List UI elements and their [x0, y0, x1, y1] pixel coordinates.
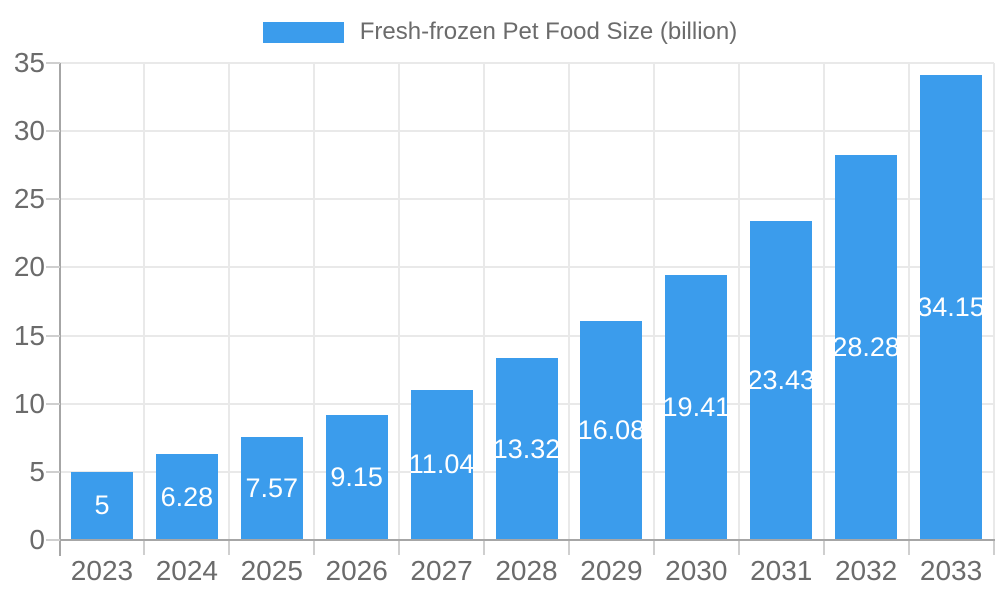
x-axis-line — [58, 539, 995, 541]
x-axis-tick — [737, 541, 740, 555]
x-gridline — [228, 63, 231, 540]
y-axis-label-30: 30 — [13, 115, 45, 147]
y-axis-label-20: 20 — [13, 251, 45, 283]
bar-value-label: 28.28 — [832, 331, 900, 362]
x-axis-tick — [313, 541, 316, 555]
y-axis-label-10: 10 — [13, 387, 45, 419]
x-axis-label-2024: 2024 — [155, 555, 218, 586]
bar-value-label: 23.43 — [747, 364, 816, 395]
x-axis-label-2031: 2031 — [750, 555, 813, 586]
y-gridline — [59, 198, 994, 201]
y-gridline — [59, 266, 994, 269]
bar-2027[interactable] — [410, 389, 473, 540]
y-axis-tick — [46, 266, 60, 269]
bar-value-label: 5 — [94, 490, 110, 521]
bar-value-label: 13.32 — [492, 433, 561, 464]
y-axis-label-35: 35 — [13, 47, 45, 78]
x-axis-label-2033: 2033 — [919, 555, 983, 586]
y-gridline — [59, 130, 994, 133]
bar-value-label: 19.41 — [662, 392, 731, 423]
bar-value-label: 16.08 — [577, 414, 646, 445]
x-gridline — [398, 63, 401, 540]
legend-label: Fresh-frozen Pet Food Size (billion) — [359, 18, 738, 45]
x-gridline — [313, 63, 316, 540]
x-gridline — [652, 63, 655, 540]
y-gridline — [59, 334, 994, 337]
x-axis-tick — [143, 541, 146, 555]
bar-2025[interactable] — [240, 436, 303, 540]
bar-2029[interactable] — [580, 320, 643, 540]
x-axis-label-2027: 2027 — [410, 555, 473, 586]
x-axis-tick — [483, 541, 486, 555]
y-axis-tick — [46, 62, 60, 64]
y-axis-tick — [46, 402, 60, 405]
bar-value-label: 9.15 — [330, 462, 383, 493]
x-gridline — [567, 63, 570, 540]
y-axis-line — [58, 63, 61, 556]
y-axis-tick — [46, 198, 60, 201]
bar-2032[interactable] — [835, 154, 898, 540]
x-gridline — [483, 63, 486, 540]
x-gridline — [737, 63, 740, 540]
bar-2024[interactable] — [155, 454, 218, 540]
y-axis-tick — [46, 334, 60, 337]
bar-2030[interactable] — [665, 275, 728, 540]
y-axis-label-5: 5 — [29, 455, 45, 487]
x-axis-label-2029: 2029 — [580, 555, 643, 586]
bar-2026[interactable] — [325, 415, 388, 540]
x-axis-label-2025: 2025 — [240, 555, 303, 586]
y-axis-tick — [46, 470, 60, 473]
bar-value-label: 6.28 — [160, 481, 214, 512]
y-axis-label-0: 0 — [29, 524, 45, 555]
x-axis-label-2032: 2032 — [834, 555, 898, 586]
x-gridline — [992, 63, 995, 540]
y-axis-label-15: 15 — [13, 319, 45, 351]
bar-value-label: 7.57 — [245, 472, 299, 503]
bar-2023[interactable] — [70, 471, 133, 540]
bar-value-label: 34.15 — [917, 291, 985, 322]
x-gridline — [907, 63, 910, 540]
x-axis-label-2023: 2023 — [70, 555, 134, 586]
x-axis-tick — [567, 541, 570, 555]
x-axis-tick — [992, 541, 995, 555]
bar-2031[interactable] — [750, 220, 813, 540]
bar-2028[interactable] — [495, 358, 558, 540]
x-axis-tick — [228, 541, 231, 555]
x-gridline — [822, 63, 825, 540]
x-axis-tick — [652, 541, 655, 555]
y-axis-tick — [46, 130, 60, 133]
y-axis-label-25: 25 — [13, 183, 45, 215]
x-axis-tick — [907, 541, 910, 555]
bar-2033[interactable] — [920, 74, 983, 540]
x-gridline — [143, 63, 146, 540]
bar-value-label: 11.04 — [408, 449, 475, 480]
chart-legend-item[interactable]: Fresh-frozen Pet Food Size (billion) — [0, 18, 1000, 45]
y-gridline — [59, 62, 994, 64]
x-axis-label-2026: 2026 — [325, 555, 388, 586]
legend-color-swatch — [262, 21, 344, 43]
x-axis-label-2030: 2030 — [665, 555, 728, 586]
x-axis-label-2028: 2028 — [495, 555, 558, 586]
x-axis-tick — [398, 541, 401, 555]
y-axis-tick — [46, 539, 60, 541]
x-axis-tick — [822, 541, 825, 555]
